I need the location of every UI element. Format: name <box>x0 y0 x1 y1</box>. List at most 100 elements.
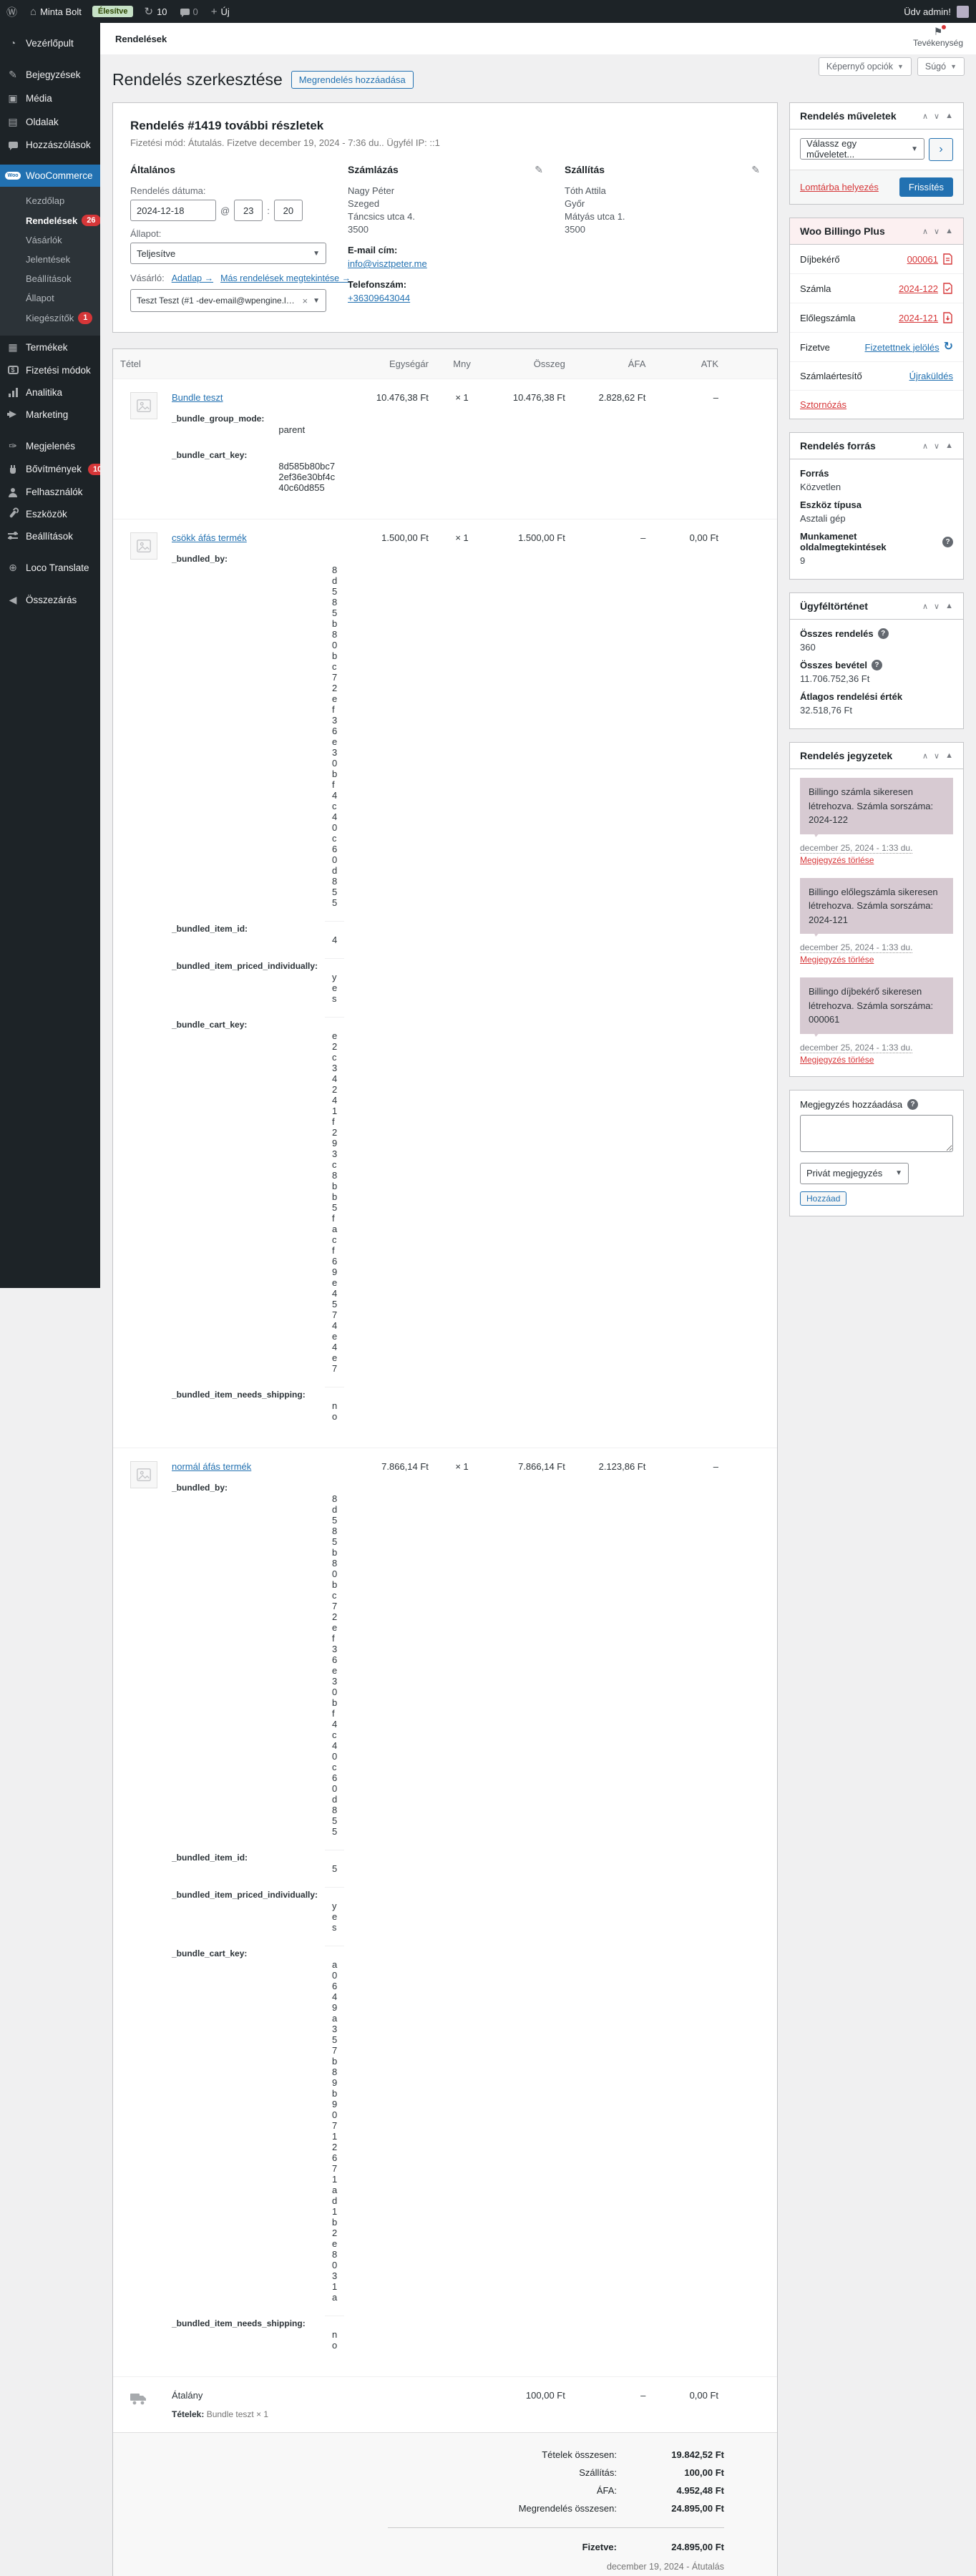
admin-greeting[interactable]: Üdv admin! <box>904 6 951 17</box>
sidebar-item-wc-extensions[interactable]: Kiegészítők 1 <box>0 308 100 328</box>
sidebar-item-posts[interactable]: ✎ Bejegyzések <box>0 63 100 87</box>
add-note-textarea[interactable] <box>800 1114 953 1152</box>
help-icon[interactable]: ? <box>877 628 889 639</box>
billing-email-link[interactable]: info@visztpeter.me <box>348 258 427 269</box>
sidebar-item-woocommerce[interactable]: Woo WooCommerce <box>0 165 100 187</box>
add-note-button[interactable]: Hozzáad <box>800 1191 847 1206</box>
move-to-trash-link[interactable]: Lomtárba helyezés <box>800 182 879 192</box>
sidebar-item-analytics[interactable]: Analitika <box>0 381 100 404</box>
meta-value: 8d585b80bc72ef36e30bf4c40c60d855 <box>332 1493 338 1837</box>
order-date-input[interactable] <box>130 200 216 221</box>
customer-profile-link[interactable]: Adatlap → <box>171 273 214 283</box>
mark-paid-link[interactable]: Fizetettnek jelölés <box>864 341 940 353</box>
move-down-icon[interactable]: ∨ <box>934 441 940 451</box>
toggle-panel-icon[interactable]: ▲ <box>945 751 953 760</box>
sidebar-item-marketing[interactable]: Marketing <box>0 404 100 426</box>
sidebar-item-appearance[interactable]: ✑ Megjelenés <box>0 434 100 458</box>
toggle-panel-icon[interactable]: ▲ <box>945 441 953 450</box>
advance-invoice-number-link[interactable]: 2024-121 <box>899 312 938 323</box>
move-down-icon[interactable]: ∨ <box>934 227 940 236</box>
document-download-icon[interactable] <box>942 312 953 323</box>
sidebar-item-pages[interactable]: ▤ Oldalak <box>0 110 100 134</box>
resend-link[interactable]: Újraküldés <box>909 371 953 381</box>
note-type-select[interactable]: Privát megjegyzés ▼ <box>800 1162 909 1184</box>
sidebar-item-dashboard[interactable]: ◔ Vezérlőpult <box>0 31 100 54</box>
sidebar-item-wc-status[interactable]: Állapot <box>0 288 100 308</box>
sidebar-item-products[interactable]: ▦ Termékek <box>0 336 100 359</box>
sidebar-item-plugins[interactable]: Bővítmények 10 <box>0 458 107 481</box>
order-action-select[interactable]: Válassz egy műveletet... ▼ <box>800 138 924 160</box>
invoice-number-link[interactable]: 2024-122 <box>899 283 938 294</box>
item-unit-price: 10.476,38 Ft <box>376 392 429 403</box>
posts-icon: ✎ <box>9 69 17 80</box>
product-name-link[interactable]: csökk áfás termék <box>172 532 247 543</box>
move-down-icon[interactable]: ∨ <box>934 602 940 611</box>
media-icon: ▣ <box>8 92 18 104</box>
help-icon[interactable]: ? <box>907 1098 919 1110</box>
sidebar-item-payments[interactable]: $ Fizetési módok <box>0 359 100 381</box>
sidebar-item-wc-settings[interactable]: Beállítások <box>0 269 100 288</box>
screen-options-button[interactable]: Képernyő opciók ▼ <box>818 57 912 76</box>
run-action-button[interactable]: › <box>929 138 953 161</box>
site-name-menu[interactable]: ⌂ Minta Bolt <box>24 0 88 23</box>
delete-note-link[interactable]: Megjegyzés törlése <box>800 955 874 965</box>
storno-link[interactable]: Sztornózás <box>800 399 847 410</box>
document-icon[interactable] <box>942 253 953 265</box>
activity-label: Tevékenység <box>912 38 963 48</box>
move-up-icon[interactable]: ∧ <box>922 441 929 451</box>
sidebar-item-users[interactable]: Felhasználók <box>0 481 100 503</box>
sidebar-item-collapse-menu[interactable]: ◀ Összezárás <box>0 588 100 612</box>
sidebar-item-wc-customers[interactable]: Vásárlók <box>0 230 100 250</box>
fee-items-label: Tételek: <box>172 2409 205 2419</box>
new-content-menu[interactable]: + Új <box>205 0 236 23</box>
column-header-atk: ATK <box>653 349 726 379</box>
document-check-icon[interactable] <box>942 283 953 294</box>
breadcrumb[interactable]: Rendelések <box>115 33 167 44</box>
order-note: Billingo számla sikeresen létrehozva. Sz… <box>800 778 953 865</box>
sidebar-item-comments[interactable]: Hozzászólások <box>0 134 100 156</box>
move-up-icon[interactable]: ∧ <box>922 602 929 611</box>
billing-phone-link[interactable]: +36309643044 <box>348 293 411 303</box>
move-down-icon[interactable]: ∨ <box>934 751 940 761</box>
move-down-icon[interactable]: ∨ <box>934 112 940 121</box>
sidebar-item-media[interactable]: ▣ Média <box>0 87 100 110</box>
sidebar-item-loco-translate[interactable]: ⊕ Loco Translate <box>0 556 100 580</box>
updates-menu[interactable]: ↻ 10 <box>137 0 173 23</box>
add-order-button[interactable]: Megrendelés hozzáadása <box>291 71 414 89</box>
avatar[interactable] <box>957 5 969 18</box>
comments-menu[interactable]: 0 <box>174 0 205 23</box>
help-icon[interactable]: ? <box>871 660 882 670</box>
activity-panel-toggle[interactable]: ⚑ Tevékenység <box>912 25 963 48</box>
edit-billing-icon[interactable]: ✎ <box>535 164 543 175</box>
meta-key: _bundle_cart_key: <box>172 1948 248 1958</box>
sidebar-item-tools[interactable]: Eszközök <box>0 503 100 525</box>
sidebar-item-label: Hozzászólások <box>26 140 91 150</box>
proforma-number-link[interactable]: 000061 <box>907 253 938 265</box>
sidebar-item-wc-home[interactable]: Kezdőlap <box>0 191 100 210</box>
product-name-link[interactable]: normál áfás termék <box>172 1461 252 1472</box>
wordpress-logo-menu[interactable]: Ⓦ <box>0 0 24 23</box>
help-button[interactable]: Súgó ▼ <box>917 57 965 76</box>
sidebar-item-settings[interactable]: Beállítások <box>0 525 100 547</box>
order-hour-input[interactable] <box>234 200 263 221</box>
move-up-icon[interactable]: ∧ <box>922 751 929 761</box>
sidebar-item-wc-orders[interactable]: Rendelések 26 <box>0 210 101 230</box>
toggle-panel-icon[interactable]: ▲ <box>945 227 953 235</box>
help-icon[interactable]: ? <box>942 536 953 547</box>
customer-select[interactable]: Teszt Teszt (#1 -dev-email@wpengine.loca… <box>130 289 326 312</box>
toggle-panel-icon[interactable]: ▲ <box>945 112 953 120</box>
move-up-icon[interactable]: ∧ <box>922 227 929 236</box>
order-status-select[interactable]: Teljesítve ▼ <box>130 243 326 264</box>
update-order-button[interactable]: Frissítés <box>899 177 953 197</box>
delete-note-link[interactable]: Megjegyzés törlése <box>800 1054 874 1065</box>
edit-shipping-icon[interactable]: ✎ <box>751 164 760 175</box>
toggle-panel-icon[interactable]: ▲ <box>945 602 953 610</box>
sidebar-item-wc-reports[interactable]: Jelentések <box>0 250 100 269</box>
customer-orders-link[interactable]: Más rendelések megtekintése → <box>220 273 351 283</box>
product-name-link[interactable]: Bundle teszt <box>172 392 223 403</box>
order-minute-input[interactable] <box>273 200 303 221</box>
refresh-icon[interactable]: ↻ <box>943 341 953 353</box>
move-up-icon[interactable]: ∧ <box>922 112 929 121</box>
delete-note-link[interactable]: Megjegyzés törlése <box>800 854 874 865</box>
clear-icon[interactable]: × <box>302 295 308 306</box>
